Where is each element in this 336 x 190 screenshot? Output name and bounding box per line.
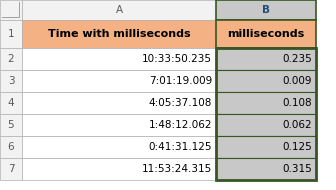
Text: 11:53:24.315: 11:53:24.315 bbox=[142, 164, 212, 174]
Text: 0.235: 0.235 bbox=[282, 54, 312, 64]
Text: 0.009: 0.009 bbox=[283, 76, 312, 86]
Text: A: A bbox=[116, 5, 123, 15]
Text: 4: 4 bbox=[8, 98, 14, 108]
Text: 6: 6 bbox=[8, 142, 14, 152]
Bar bbox=[0, 136, 22, 158]
Text: 4:05:37.108: 4:05:37.108 bbox=[149, 98, 212, 108]
Bar bbox=[216, 20, 316, 48]
Text: 7: 7 bbox=[8, 164, 14, 174]
Bar bbox=[22, 136, 216, 158]
Text: milliseconds: milliseconds bbox=[227, 29, 305, 39]
Bar bbox=[22, 158, 216, 180]
Bar bbox=[216, 70, 316, 92]
Bar bbox=[216, 136, 316, 158]
Text: 1: 1 bbox=[8, 29, 14, 39]
Bar bbox=[216, 92, 316, 114]
Bar bbox=[0, 0, 22, 20]
Text: 0.062: 0.062 bbox=[282, 120, 312, 130]
Bar bbox=[22, 48, 216, 70]
Bar bbox=[0, 92, 22, 114]
Bar bbox=[22, 20, 216, 48]
Bar bbox=[22, 70, 216, 92]
Text: 0.315: 0.315 bbox=[282, 164, 312, 174]
Bar bbox=[0, 20, 22, 48]
Bar bbox=[0, 70, 22, 92]
Bar bbox=[22, 92, 216, 114]
Text: 0:41:31.125: 0:41:31.125 bbox=[149, 142, 212, 152]
Text: 1:48:12.062: 1:48:12.062 bbox=[149, 120, 212, 130]
Text: Time with milliseconds: Time with milliseconds bbox=[48, 29, 190, 39]
Bar bbox=[22, 0, 216, 20]
Text: 3: 3 bbox=[8, 76, 14, 86]
Bar bbox=[216, 0, 316, 20]
Text: 2: 2 bbox=[8, 54, 14, 64]
Bar bbox=[0, 48, 22, 70]
Text: 0.125: 0.125 bbox=[282, 142, 312, 152]
Text: 10:33:50.235: 10:33:50.235 bbox=[142, 54, 212, 64]
Text: 0.108: 0.108 bbox=[282, 98, 312, 108]
Bar bbox=[0, 114, 22, 136]
Text: 7:01:19.009: 7:01:19.009 bbox=[149, 76, 212, 86]
Bar bbox=[0, 158, 22, 180]
Bar bbox=[216, 48, 316, 180]
Text: B: B bbox=[262, 5, 270, 15]
Bar bbox=[22, 114, 216, 136]
Bar bbox=[216, 48, 316, 70]
Text: 5: 5 bbox=[8, 120, 14, 130]
Bar bbox=[216, 114, 316, 136]
Bar bbox=[216, 158, 316, 180]
